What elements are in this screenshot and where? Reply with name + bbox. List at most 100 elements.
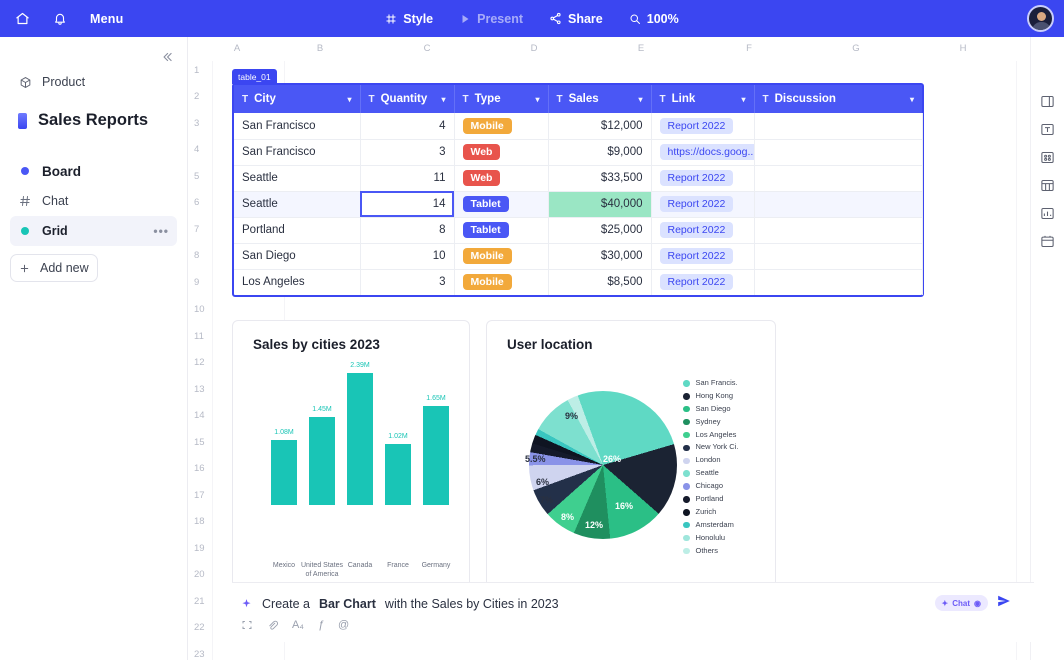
cell-type[interactable]: Mobile xyxy=(454,269,549,295)
cell-sales[interactable]: $25,000 xyxy=(548,217,652,244)
table-row-selected[interactable]: Seattle 14 Tablet $40,000 Report 2022 xyxy=(234,191,923,218)
ai-prompt-bar[interactable]: Create a Bar Chart with the Sales by Cit… xyxy=(232,582,1034,642)
link-chip[interactable]: Report 2022 xyxy=(659,274,734,291)
sidebar-item-board[interactable]: Board xyxy=(10,156,177,186)
cell-type[interactable]: Mobile xyxy=(454,113,549,140)
cell-city[interactable]: Seattle xyxy=(234,165,361,192)
chevron-down-icon[interactable]: ▾ xyxy=(638,94,643,104)
cell-link[interactable]: https://docs.goog... xyxy=(651,139,755,166)
cell-link[interactable]: Report 2022 xyxy=(651,165,755,192)
canvas[interactable]: A B C D E F G H I 1 2 3 4 5 6 7 8 9 10 1… xyxy=(188,37,1064,660)
present-button[interactable]: Present xyxy=(459,12,523,26)
attach-icon[interactable] xyxy=(267,620,278,631)
add-new-button[interactable]: Add new xyxy=(10,254,98,282)
cell-quantity[interactable]: 8 xyxy=(360,217,455,244)
link-chip[interactable]: https://docs.goog... xyxy=(659,144,753,160)
column-header-sales[interactable]: T Sales ▾ xyxy=(548,85,652,113)
sidebar-item-chat[interactable]: Chat xyxy=(10,186,177,216)
home-icon[interactable] xyxy=(6,3,38,35)
share-button[interactable]: Share xyxy=(549,12,603,26)
column-header-type[interactable]: T Type ▾ xyxy=(454,85,549,113)
cell-link[interactable]: Report 2022 xyxy=(651,113,755,140)
cell-quantity[interactable]: 4 xyxy=(360,113,455,140)
cell-quantity[interactable]: 10 xyxy=(360,243,455,270)
cell-discussion[interactable] xyxy=(754,243,923,270)
cell-city[interactable]: San Francisco xyxy=(234,113,361,140)
link-chip[interactable]: Report 2022 xyxy=(659,196,734,212)
cell-type[interactable]: Web xyxy=(454,165,549,192)
link-chip[interactable]: Report 2022 xyxy=(659,222,734,238)
chevron-down-icon[interactable]: ▾ xyxy=(535,94,540,104)
table-row[interactable]: San Francisco 4 Mobile $12,000 Report 20… xyxy=(234,113,923,140)
cell-link[interactable]: Report 2022 xyxy=(651,269,755,295)
frame-icon[interactable] xyxy=(241,619,253,631)
mention-icon[interactable]: @ xyxy=(337,619,350,631)
cell-quantity[interactable]: 11 xyxy=(360,165,455,192)
pie-chart-card[interactable]: User location 26% 16% 12% 8% 7% 6% 5.5% … xyxy=(486,320,776,623)
link-chip[interactable]: Report 2022 xyxy=(659,170,734,186)
sidebar-item-product[interactable]: Product xyxy=(10,67,177,97)
table-row[interactable]: San Francisco 3 Web $9,000 https://docs.… xyxy=(234,139,923,166)
chart-icon[interactable] xyxy=(1034,200,1060,226)
cell-quantity[interactable]: 3 xyxy=(360,139,455,166)
text-box-icon[interactable] xyxy=(1034,116,1060,142)
cell-sales[interactable]: $12,000 xyxy=(548,113,652,140)
chevron-double-left-icon[interactable] xyxy=(157,47,177,67)
table-icon[interactable] xyxy=(1034,172,1060,198)
cell-sales[interactable]: $30,000 xyxy=(548,243,652,270)
column-header-link[interactable]: T Link ▾ xyxy=(651,85,755,113)
chevron-down-icon[interactable]: ▾ xyxy=(909,94,914,104)
sidebar-item-more-icon[interactable]: ••• xyxy=(153,224,169,238)
link-chip[interactable]: Report 2022 xyxy=(659,117,734,134)
cell-sales-highlighted[interactable]: $40,000 xyxy=(548,191,652,218)
cell-discussion[interactable] xyxy=(754,113,923,140)
cell-type[interactable]: Tablet xyxy=(454,217,549,244)
table-row[interactable]: Portland 8 Tablet $25,000 Report 2022 xyxy=(234,217,923,244)
menu-button[interactable]: Menu xyxy=(90,11,124,26)
table-row[interactable]: San Diego 10 Mobile $30,000 Report 2022 xyxy=(234,243,923,270)
cell-type[interactable]: Web xyxy=(454,139,549,166)
avatar[interactable] xyxy=(1027,5,1054,32)
cell-discussion[interactable] xyxy=(754,217,923,244)
cell-type[interactable]: Tablet xyxy=(454,191,549,218)
cell-city[interactable]: San Francisco xyxy=(234,139,361,166)
send-button[interactable] xyxy=(994,591,1014,611)
sidebar-item-grid[interactable]: Grid ••• xyxy=(10,216,177,246)
cell-link[interactable]: Report 2022 xyxy=(651,191,755,218)
cell-type[interactable]: Mobile xyxy=(454,243,549,270)
column-header-quantity[interactable]: T Quantity ▾ xyxy=(360,85,455,113)
cell-city[interactable]: Los Angeles xyxy=(234,269,361,295)
font-size-icon[interactable]: A₄ xyxy=(292,619,304,631)
cell-city[interactable]: Portland xyxy=(234,217,361,244)
cell-quantity-editing[interactable]: 14 xyxy=(360,191,455,218)
chevron-down-icon[interactable]: ▾ xyxy=(441,94,446,104)
zoom-control[interactable]: 100% xyxy=(629,12,679,26)
cell-quantity[interactable]: 3 xyxy=(360,269,455,295)
table-row[interactable]: Seattle 11 Web $33,500 Report 2022 xyxy=(234,165,923,192)
formula-icon[interactable]: ƒ xyxy=(317,619,324,631)
cell-sales[interactable]: $9,000 xyxy=(548,139,652,166)
cell-link[interactable]: Report 2022 xyxy=(651,217,755,244)
cell-discussion[interactable] xyxy=(754,165,923,192)
cell-discussion[interactable] xyxy=(754,269,923,295)
chevron-down-icon[interactable]: ▾ xyxy=(741,94,746,104)
style-button[interactable]: Style xyxy=(385,12,433,26)
cell-city[interactable]: Seattle xyxy=(234,191,361,218)
table-widget[interactable]: table_01 T City ▾ T Quantity ▾ xyxy=(232,69,924,297)
cell-city[interactable]: San Diego xyxy=(234,243,361,270)
chat-pill[interactable]: ✦ Chat ◉ xyxy=(934,595,988,611)
link-chip[interactable]: Report 2022 xyxy=(659,248,734,264)
cell-discussion[interactable] xyxy=(754,191,923,218)
chevron-down-icon[interactable]: ▾ xyxy=(347,94,352,104)
bar-chart-card[interactable]: Sales by cities 2023 1.08M 1.45M 2.39M 1… xyxy=(232,320,470,623)
cell-discussion[interactable] xyxy=(754,139,923,166)
column-header-discussion[interactable]: T Discussion ▾ xyxy=(754,85,922,113)
panel-right-icon[interactable] xyxy=(1034,88,1060,114)
table-row[interactable]: Los Angeles 3 Mobile $8,500 Report 2022 xyxy=(234,269,923,295)
cell-sales[interactable]: $33,500 xyxy=(548,165,652,192)
data-table[interactable]: T City ▾ T Quantity ▾ T Type ▾ T Sales xyxy=(234,85,923,295)
calendar-icon[interactable] xyxy=(1034,228,1060,254)
cell-sales[interactable]: $8,500 xyxy=(548,269,652,295)
bell-icon[interactable] xyxy=(44,3,76,35)
cell-link[interactable]: Report 2022 xyxy=(651,243,755,270)
